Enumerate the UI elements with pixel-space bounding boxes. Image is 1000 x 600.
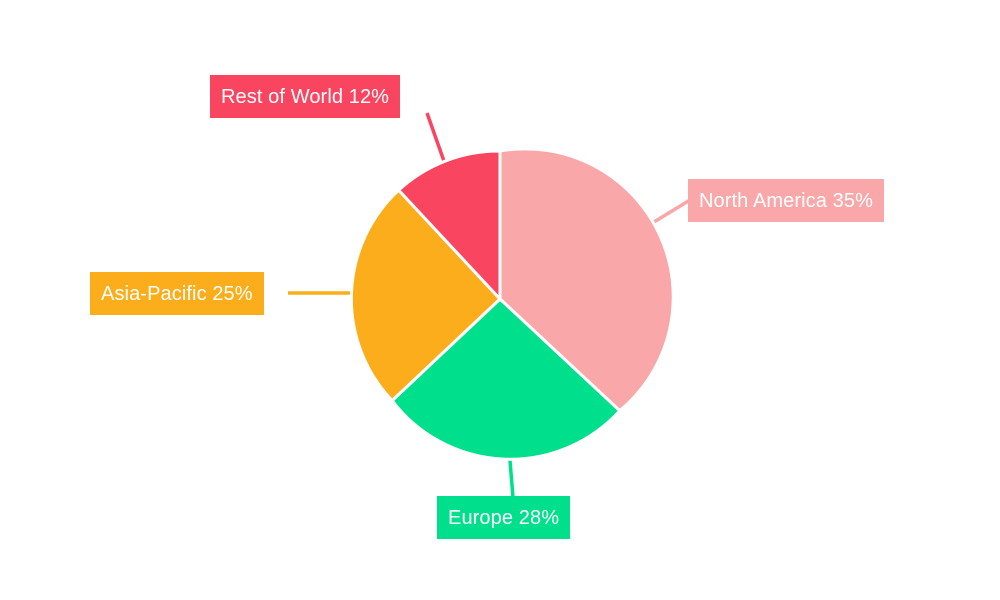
slice-label-asia-pacific[interactable]: Asia-Pacific 25% <box>90 272 264 315</box>
slice-label-north-america[interactable]: North America 35% <box>688 179 884 222</box>
leader-line-rest-of-world <box>425 112 447 165</box>
slice-label-asia-pacific-text: Asia-Pacific 25% <box>101 282 253 305</box>
slice-label-europe[interactable]: Europe 28% <box>437 496 571 539</box>
pie-slices <box>349 147 675 461</box>
pie-slice-asia-pacific[interactable] <box>349 188 503 403</box>
pie-slice-rest-of-world[interactable] <box>396 149 502 303</box>
slice-label-europe-text: Europe 28% <box>448 506 560 529</box>
slice-label-rest-of-world[interactable]: Rest of World 12% <box>210 75 401 118</box>
slice-label-rest-of-world-text: Rest of World 12% <box>221 85 390 108</box>
pie-slice-north-america[interactable] <box>498 147 675 413</box>
pie-slice-europe[interactable] <box>390 296 622 461</box>
slice-label-north-america-text: North America 35% <box>699 189 873 212</box>
